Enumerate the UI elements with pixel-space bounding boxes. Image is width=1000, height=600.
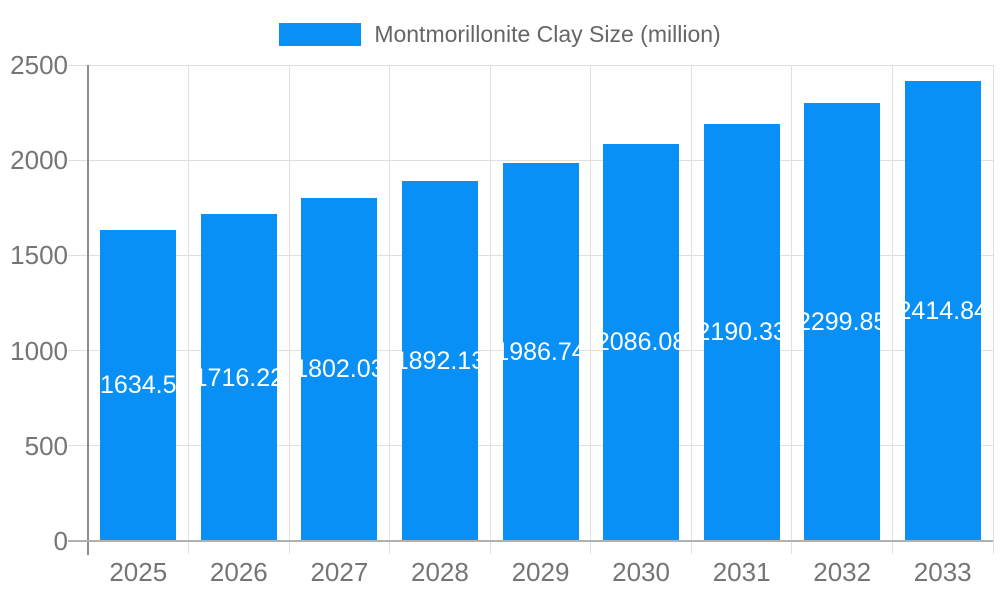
y-tick-label: 0: [53, 526, 68, 556]
gridline-vertical: [188, 65, 190, 554]
bar: 1892.13: [401, 180, 478, 541]
x-tick-label: 2033: [913, 557, 972, 587]
y-tick-label: 2000: [10, 145, 68, 176]
gridline-horizontal: [68, 64, 993, 66]
bar-value-label: 1634.5: [100, 371, 177, 400]
bar: 2190.33: [703, 123, 780, 541]
bar: 2086.08: [603, 143, 680, 541]
gridline-vertical: [891, 65, 893, 554]
x-tick-label: 2028: [411, 557, 469, 587]
bar-value-label: 2299.85: [804, 308, 880, 337]
gridline-vertical: [992, 65, 994, 554]
y-tick-label: 1000: [10, 335, 68, 366]
gridline-horizontal: [68, 159, 993, 161]
gridline-vertical: [288, 65, 290, 554]
bar-value-label: 2190.33: [704, 318, 780, 347]
y-tick-label: 1500: [10, 240, 68, 271]
gridline-vertical: [389, 65, 391, 554]
x-tick-label: 2027: [310, 557, 369, 587]
bar: 1802.03: [301, 197, 378, 541]
gridline-vertical: [791, 65, 793, 554]
x-tick-label: 2025: [109, 557, 168, 587]
bar: 1716.22: [200, 214, 277, 541]
bar-value-label: 2086.08: [603, 328, 679, 357]
gridline-vertical: [690, 65, 692, 554]
bar-value-label: 1986.74: [503, 337, 579, 366]
legend-label: Montmorillonite Clay Size (million): [374, 21, 721, 47]
y-tick-label: 500: [24, 430, 68, 461]
bar-value-label: 1716.22: [201, 363, 277, 392]
x-tick-label: 2026: [209, 557, 268, 587]
bar-value-label: 1892.13: [402, 346, 478, 375]
bar-value-label: 1802.03: [301, 355, 377, 384]
x-axis-line: [68, 540, 993, 542]
gridline-vertical: [590, 65, 592, 554]
x-tick-label: 2032: [813, 557, 872, 587]
legend: Montmorillonite Clay Size (million): [0, 21, 1000, 47]
bar: 2299.85: [804, 103, 881, 541]
legend-swatch: [279, 22, 362, 46]
gridline-vertical: [489, 65, 491, 554]
x-tick-label: 2031: [712, 557, 771, 587]
y-tick-label: 2500: [10, 50, 68, 80]
x-tick-label: 2030: [612, 557, 670, 587]
bar: 1634.5: [100, 229, 177, 541]
bar: 1986.74: [502, 162, 579, 541]
y-axis-line: [87, 65, 89, 555]
x-tick-label: 2029: [511, 557, 570, 587]
